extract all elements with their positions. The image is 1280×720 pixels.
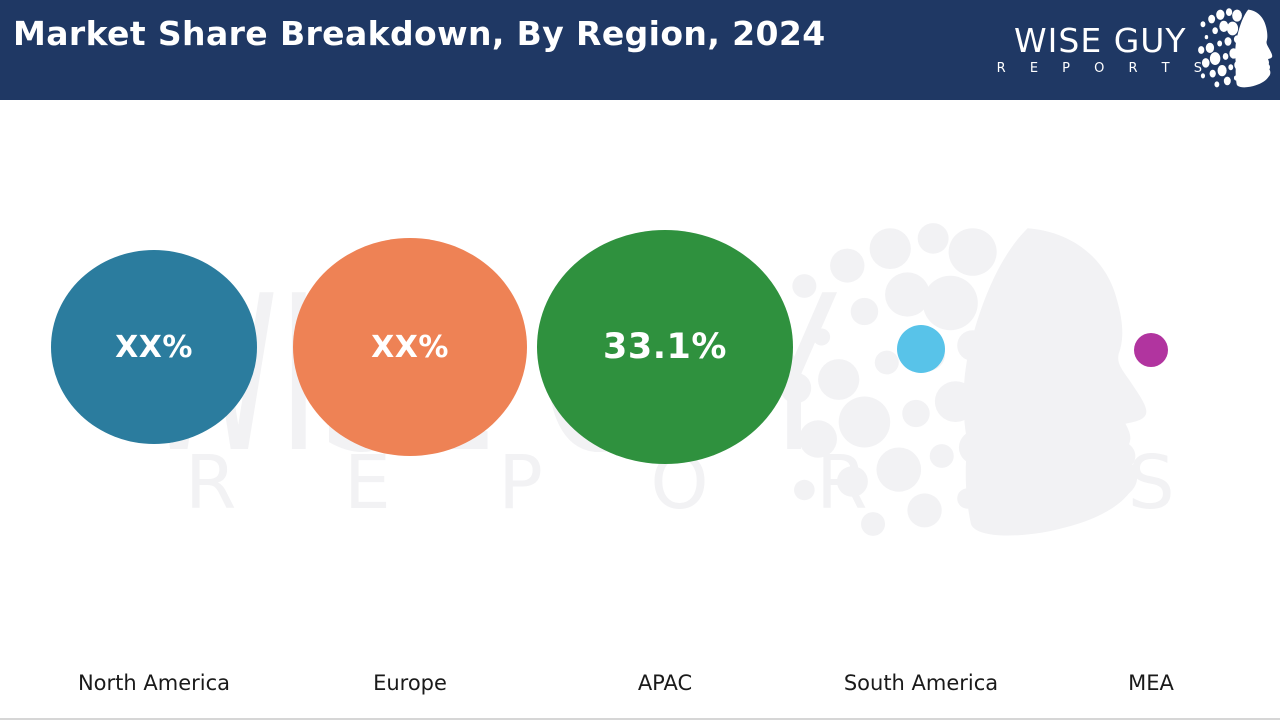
region-label-apac: APAC (637, 671, 693, 695)
bubble-value-label-apac: 33.1% (603, 327, 727, 367)
bubble-mea (1134, 333, 1168, 367)
bubble-value-label-north-america: XX% (115, 329, 193, 365)
bubble-chart: XX% North America XX% Europe 33.1% APAC South … (0, 100, 1280, 718)
logo-text: WISE GUY R E P O R T S (989, 24, 1212, 76)
wise-guy-logo: WISE GUY R E P O R T S (989, 5, 1276, 95)
region-label-north-america: North America (77, 671, 231, 695)
page-title: Market Share Breakdown, By Region, 2024 (13, 14, 826, 53)
logo-subtext: R E P O R T S (996, 61, 1212, 76)
chart-area: WISE GUY R E P O R T S XX%North AmericaX… (0, 100, 1280, 718)
region-label-mea: MEA (1128, 671, 1174, 695)
bubble-value-label-europe: XX% (371, 329, 449, 365)
bubble-south-america (897, 325, 945, 373)
bubble-apac: 33.1% (537, 230, 793, 464)
region-label-europe: Europe (373, 671, 447, 695)
bubble-north-america: XX% (51, 250, 257, 444)
bubble-europe: XX% (293, 238, 527, 456)
region-label-south-america: South America (843, 671, 999, 695)
bottom-border (0, 718, 1280, 720)
header-bar: Market Share Breakdown, By Region, 2024 … (0, 0, 1280, 100)
logo-wordmark: WISE GUY (1014, 21, 1187, 60)
